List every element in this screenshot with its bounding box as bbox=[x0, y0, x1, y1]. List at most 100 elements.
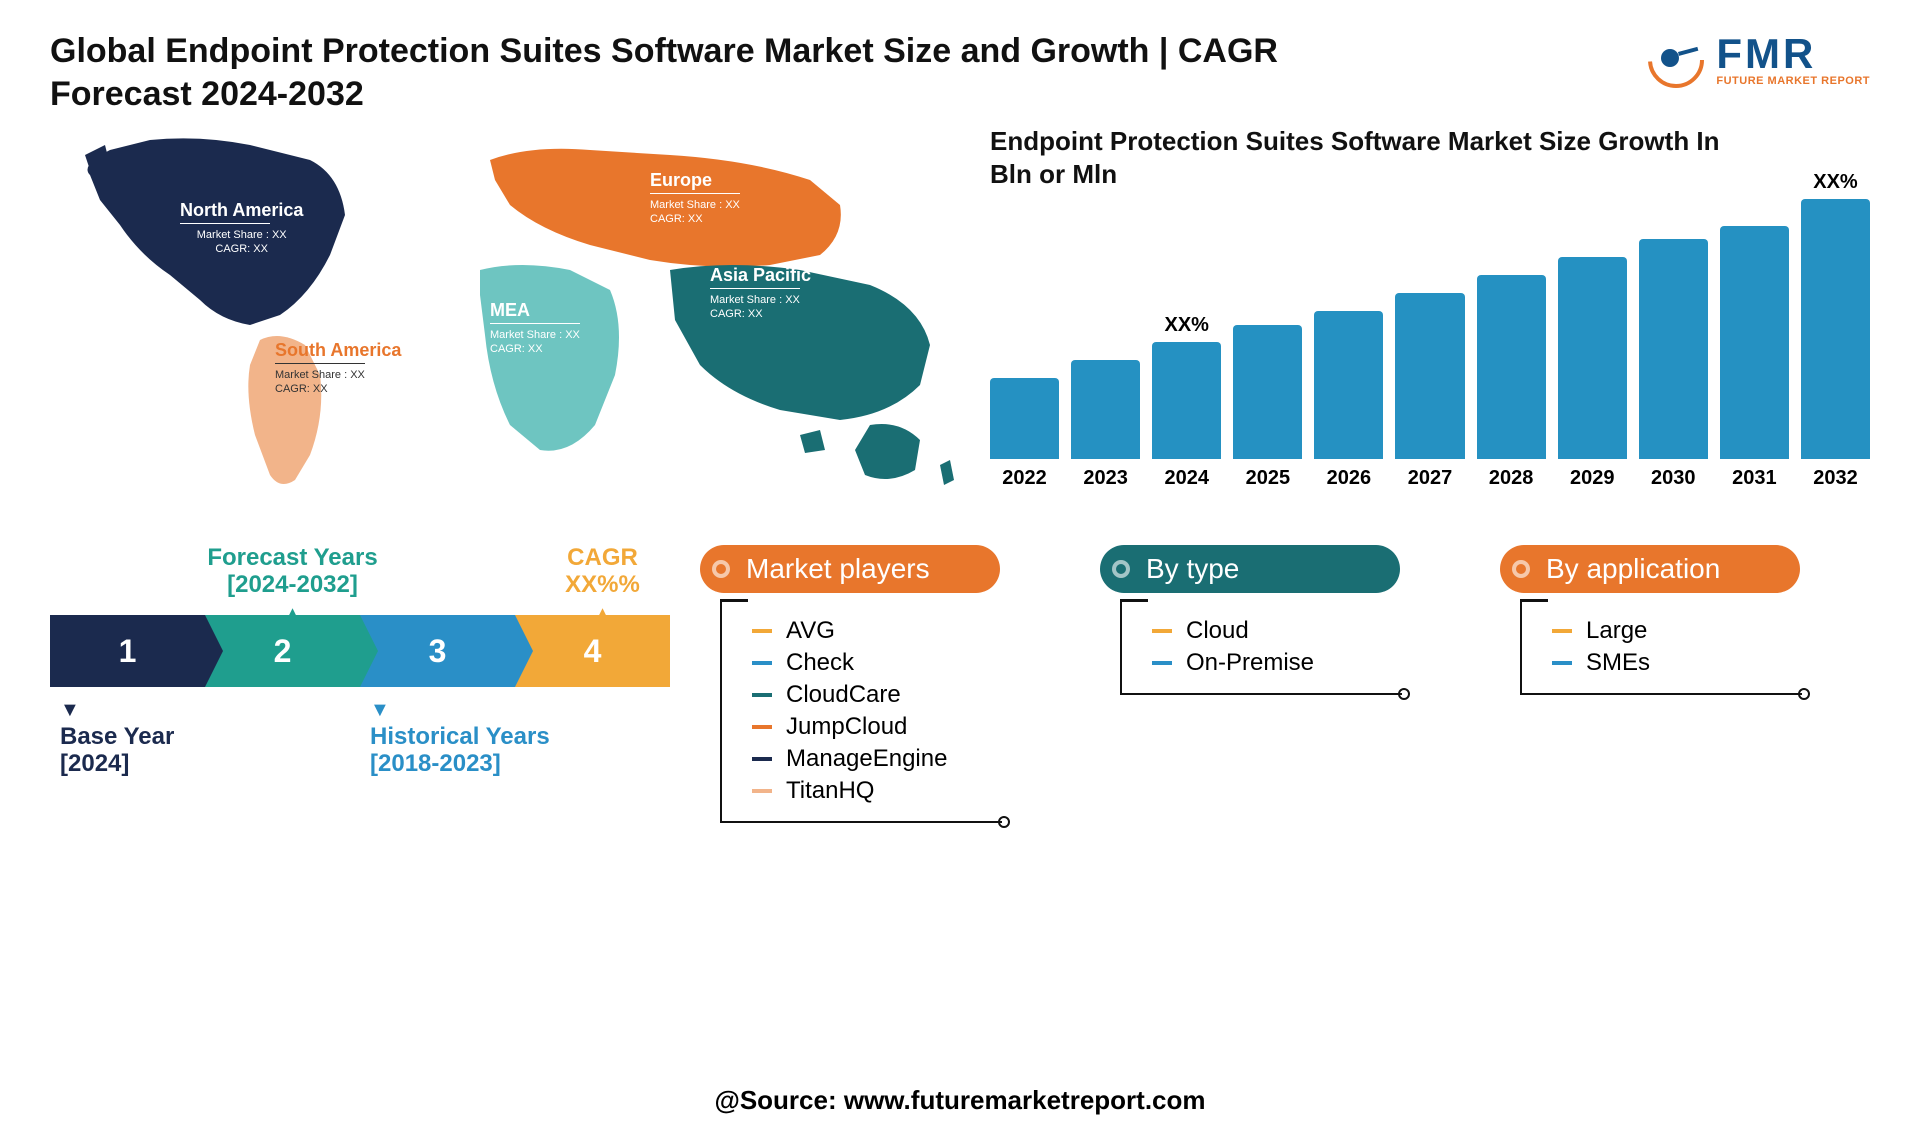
category-item-label: TitanHQ bbox=[786, 777, 874, 805]
bar-year-label: 2024 bbox=[1164, 467, 1209, 490]
bar-group: 2027 bbox=[1395, 293, 1464, 490]
timeline-bottom-label: ▼Base Year[2024] bbox=[60, 699, 174, 778]
bar-group: 2030 bbox=[1639, 239, 1708, 490]
timeline-segment: 1 bbox=[50, 615, 205, 687]
category-item-label: SMEs bbox=[1586, 649, 1650, 677]
bar-year-label: 2029 bbox=[1570, 467, 1615, 490]
bar-group: 2028 bbox=[1477, 275, 1546, 490]
bar-year-label: 2027 bbox=[1408, 467, 1453, 490]
region-nz bbox=[940, 460, 954, 485]
category-body: Cloud On-Premise bbox=[1120, 599, 1470, 695]
bar-year-label: 2025 bbox=[1246, 467, 1291, 490]
bar-year-label: 2031 bbox=[1732, 467, 1777, 490]
timeline: Forecast Years[2024-2032]▲CAGRXX%%▲ 1234… bbox=[50, 545, 670, 819]
tick-icon bbox=[1552, 661, 1572, 665]
triangle-down-icon: ▼ bbox=[60, 699, 174, 722]
tick-icon bbox=[1152, 629, 1172, 633]
bar-group: XX%2024 bbox=[1152, 342, 1221, 490]
category-body: AVG Check CloudCare JumpCloud ManageEngine Ti… bbox=[720, 599, 1070, 823]
tick-icon bbox=[752, 629, 772, 633]
bar-top-label: XX% bbox=[1813, 171, 1857, 194]
label-north-america: North America Market Share : XX CAGR: XX bbox=[180, 200, 303, 257]
category-item-label: Large bbox=[1586, 617, 1647, 645]
bar-year-label: 2032 bbox=[1813, 467, 1858, 490]
label-europe: Europe Market Share : XX CAGR: XX bbox=[650, 170, 740, 227]
triangle-down-icon: ▼ bbox=[370, 699, 550, 722]
bar bbox=[1801, 199, 1870, 459]
bar-group: 2026 bbox=[1314, 311, 1383, 490]
logo-icon bbox=[1646, 30, 1706, 90]
bar bbox=[1314, 311, 1383, 459]
tick-icon bbox=[752, 757, 772, 761]
world-map: North America Market Share : XX CAGR: XX… bbox=[50, 125, 970, 505]
tick-icon bbox=[752, 789, 772, 793]
tick-icon bbox=[752, 661, 772, 665]
bar-group: XX%2032 bbox=[1801, 199, 1870, 490]
label-asia-pacific: Asia Pacific Market Share : XX CAGR: XX bbox=[710, 265, 811, 322]
bar-group: 2025 bbox=[1233, 325, 1302, 490]
category-item-label: ManageEngine bbox=[786, 745, 947, 773]
logo: FMR FUTURE MARKET REPORT bbox=[1646, 30, 1870, 90]
dot-icon bbox=[712, 560, 730, 578]
end-dot-icon bbox=[998, 816, 1010, 828]
category-item: Large bbox=[1552, 617, 1870, 645]
category-item-label: On-Premise bbox=[1186, 649, 1314, 677]
timeline-segment: 3 bbox=[360, 615, 515, 687]
bar bbox=[1071, 360, 1140, 459]
end-dot-icon bbox=[1798, 688, 1810, 700]
category-item-label: JumpCloud bbox=[786, 713, 907, 741]
category-pill: Market players bbox=[700, 545, 1000, 593]
category-column: By type Cloud On-Premise bbox=[1100, 545, 1470, 823]
category-item-label: Check bbox=[786, 649, 854, 677]
category-title: Market players bbox=[746, 553, 930, 585]
category-pill: By application bbox=[1500, 545, 1800, 593]
bar bbox=[1720, 226, 1789, 459]
category-pill: By type bbox=[1100, 545, 1400, 593]
bar bbox=[1395, 293, 1464, 459]
bar bbox=[1477, 275, 1546, 459]
bar-top-label: XX% bbox=[1165, 314, 1209, 337]
category-item: On-Premise bbox=[1152, 649, 1470, 677]
timeline-segment: 2 bbox=[205, 615, 360, 687]
region-mea bbox=[480, 265, 619, 451]
tick-icon bbox=[1152, 661, 1172, 665]
category-item: Check bbox=[752, 649, 1070, 677]
category-item-label: AVG bbox=[786, 617, 835, 645]
logo-text: FMR bbox=[1716, 33, 1870, 75]
end-dot-icon bbox=[1398, 688, 1410, 700]
category-title: By type bbox=[1146, 553, 1239, 585]
logo-subtitle: FUTURE MARKET REPORT bbox=[1716, 75, 1870, 87]
source-attribution: @Source: www.futuremarketreport.com bbox=[714, 1085, 1205, 1116]
bar-group: 2022 bbox=[990, 378, 1059, 490]
bar-group: 2023 bbox=[1071, 360, 1140, 490]
chart-title: Endpoint Protection Suites Software Mark… bbox=[990, 125, 1870, 190]
category-title: By application bbox=[1546, 553, 1720, 585]
category-item: CloudCare bbox=[752, 681, 1070, 709]
category-item-label: Cloud bbox=[1186, 617, 1249, 645]
bar bbox=[1639, 239, 1708, 459]
timeline-bottom-label: ▼Historical Years[2018-2023] bbox=[370, 699, 550, 778]
label-south-america: South America Market Share : XX CAGR: XX bbox=[275, 340, 401, 397]
category-item: JumpCloud bbox=[752, 713, 1070, 741]
bar bbox=[990, 378, 1059, 459]
bar bbox=[1152, 342, 1221, 459]
growth-chart: Endpoint Protection Suites Software Mark… bbox=[990, 125, 1870, 505]
bar-year-label: 2028 bbox=[1489, 467, 1534, 490]
category-item: SMEs bbox=[1552, 649, 1870, 677]
timeline-bar: 1234 bbox=[50, 615, 670, 687]
dot-icon bbox=[1112, 560, 1130, 578]
tick-icon bbox=[752, 725, 772, 729]
category-item: ManageEngine bbox=[752, 745, 1070, 773]
bar bbox=[1233, 325, 1302, 459]
bar-group: 2029 bbox=[1558, 257, 1627, 490]
dot-icon bbox=[1512, 560, 1530, 578]
bar-year-label: 2022 bbox=[1002, 467, 1047, 490]
label-mea: MEA Market Share : XX CAGR: XX bbox=[490, 300, 580, 357]
category-column: Market players AVG Check CloudCare JumpClou… bbox=[700, 545, 1070, 823]
category-body: Large SMEs bbox=[1520, 599, 1870, 695]
bar-year-label: 2023 bbox=[1083, 467, 1128, 490]
bar bbox=[1558, 257, 1627, 459]
category-item: Cloud bbox=[1152, 617, 1470, 645]
header: Global Endpoint Protection Suites Softwa… bbox=[50, 30, 1870, 115]
tick-icon bbox=[1552, 629, 1572, 633]
